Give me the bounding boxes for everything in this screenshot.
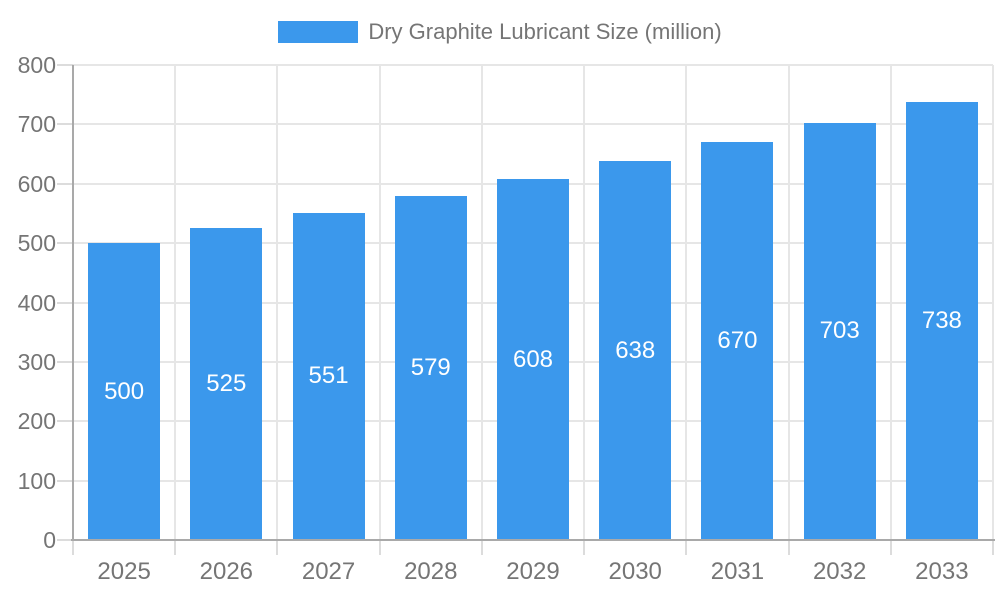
x-axis-label: 2032 [812,558,867,585]
x-gridline [889,65,892,540]
x-axis-label: 2033 [915,558,969,585]
y-axis-label: 200 [17,408,56,435]
bar-2028[interactable] [394,196,467,540]
x-tick [889,540,892,555]
x-gridline [787,65,790,540]
y-axis-label: 600 [17,170,56,197]
chart-legend-item[interactable]: Dry Graphite Lubricant Size (million) [0,21,1000,43]
y-tick [57,301,73,304]
bar-2030[interactable] [599,161,672,540]
x-tick [174,540,177,555]
bar-2025[interactable] [88,243,161,540]
y-gridline [73,64,993,66]
x-gridline [583,65,586,540]
x-gridline [378,65,381,540]
x-tick [992,540,994,555]
y-axis-label: 700 [17,111,56,138]
x-gridline [174,65,177,540]
bar-value-label: 703 [819,317,860,345]
y-tick [57,479,73,482]
bar-2027[interactable] [292,212,365,540]
y-axis-label: 0 [43,527,56,553]
x-gridline [276,65,279,540]
y-axis-label: 100 [17,467,56,494]
bar-value-label: 525 [206,370,247,398]
x-axis-label: 2028 [404,558,458,585]
x-gridline [480,65,483,540]
y-axis-label: 500 [17,230,56,257]
y-tick [57,420,73,423]
bar-value-label: 638 [615,336,656,364]
x-tick [72,540,74,555]
y-axis-label: 300 [17,348,56,375]
y-gridline [73,123,993,126]
x-axis-label: 2025 [97,558,151,585]
bar-value-label: 608 [512,345,554,373]
legend-swatch [278,21,359,43]
x-axis-line [71,539,995,541]
bar-2032[interactable] [803,122,876,540]
y-tick [57,242,73,245]
bar-2033[interactable] [905,101,978,540]
x-gridline [685,65,688,540]
x-tick [583,540,586,555]
y-axis-label: 800 [17,52,56,78]
x-tick [276,540,279,555]
y-axis-label: 400 [17,289,56,316]
y-tick [57,182,73,185]
x-tick [480,540,483,555]
x-tick [685,540,688,555]
y-tick [57,64,73,66]
x-axis-label: 2027 [301,558,356,585]
bar-value-label: 738 [921,306,962,334]
y-tick [57,360,73,363]
y-axis-line [72,65,74,540]
x-axis-label: 2030 [608,558,662,585]
y-tick [57,539,73,541]
bar-2031[interactable] [701,142,774,540]
y-tick [57,123,73,126]
legend-label: Dry Graphite Lubricant Size (million) [368,19,722,44]
bar-2029[interactable] [497,179,569,540]
x-tick [787,540,790,555]
x-axis-label: 2026 [199,558,254,585]
bar-value-label: 579 [410,354,451,382]
x-axis-label: 2031 [710,558,765,585]
bar-value-label: 500 [104,377,145,405]
x-axis-label: 2029 [506,558,560,585]
bar-2026[interactable] [190,228,263,540]
x-gridline [992,65,994,540]
x-tick [378,540,381,555]
bar-value-label: 551 [308,362,349,390]
bar-value-label: 670 [717,327,758,355]
plot-area: 0 100 200 300 400 500 600 700 800 500 2025 525 2026 5… [18,52,995,585]
